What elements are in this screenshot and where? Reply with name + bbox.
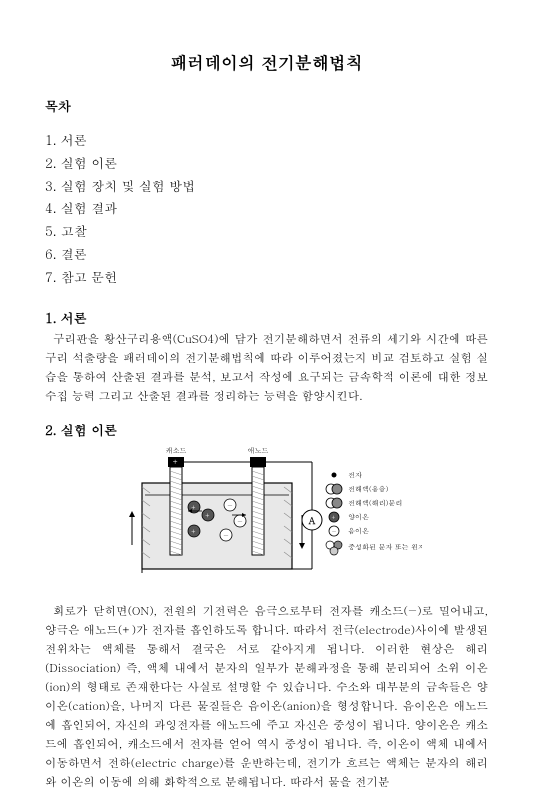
section-2-heading: 2. 실험 이론 (45, 420, 488, 439)
svg-text:중성화된 분자 또는 원자그룹: 중성화된 분자 또는 원자그룹 (348, 542, 422, 552)
toc-item: 3. 실험 장치 및 실험 방법 (45, 175, 488, 198)
svg-text:음이온: 음이온 (348, 526, 369, 536)
section-1-body: 구리판을 황산구리용액(CuSO4)에 담가 전기분해하면서 전류의 세기와 시… (45, 330, 488, 406)
page-title: 패러데이의 전기분해법칙 (45, 50, 488, 74)
toc-item: 6. 결론 (45, 243, 488, 266)
toc-list: 1. 서론 2. 실험 이론 3. 실험 장치 및 실험 방법 4. 실험 결과… (45, 129, 488, 288)
electrolysis-diagram: +−캐소드애노드A+++−−−전자전해액(용융)전해액(해리)분리+양이온−음이… (45, 445, 488, 590)
electrolysis-svg: +−캐소드애노드A+++−−−전자전해액(용융)전해액(해리)분리+양이온−음이… (112, 445, 422, 585)
svg-text:+: + (205, 510, 211, 520)
svg-text:A: A (307, 514, 315, 527)
toc-heading: 목차 (45, 96, 488, 115)
toc-item: 4. 실험 결과 (45, 197, 488, 220)
section-1-heading: 1. 서론 (45, 308, 488, 327)
svg-text:전자: 전자 (348, 470, 362, 480)
section-2-body: 회로가 닫히면(ON), 전원의 기전력은 음극으로부터 전자를 캐소드(−)로… (45, 602, 488, 792)
toc-item: 7. 참고 문헌 (45, 266, 488, 289)
svg-text:−: − (227, 500, 233, 510)
svg-text:양이온: 양이온 (348, 512, 369, 522)
toc-item: 1. 서론 (45, 129, 488, 152)
svg-text:−: − (223, 530, 229, 540)
svg-text:전해액(용융): 전해액(용융) (348, 484, 389, 494)
toc-item: 5. 고찰 (45, 220, 488, 243)
svg-text:+: + (172, 457, 179, 468)
svg-text:−: − (331, 527, 336, 536)
toc-item: 2. 실험 이론 (45, 152, 488, 175)
svg-text:캐소드: 캐소드 (165, 445, 186, 455)
svg-text:+: + (191, 526, 197, 536)
svg-text:−: − (237, 516, 243, 526)
svg-text:애노드: 애노드 (247, 445, 268, 455)
svg-text:+: + (331, 513, 336, 522)
svg-text:전해액(해리)분리: 전해액(해리)분리 (348, 498, 402, 508)
